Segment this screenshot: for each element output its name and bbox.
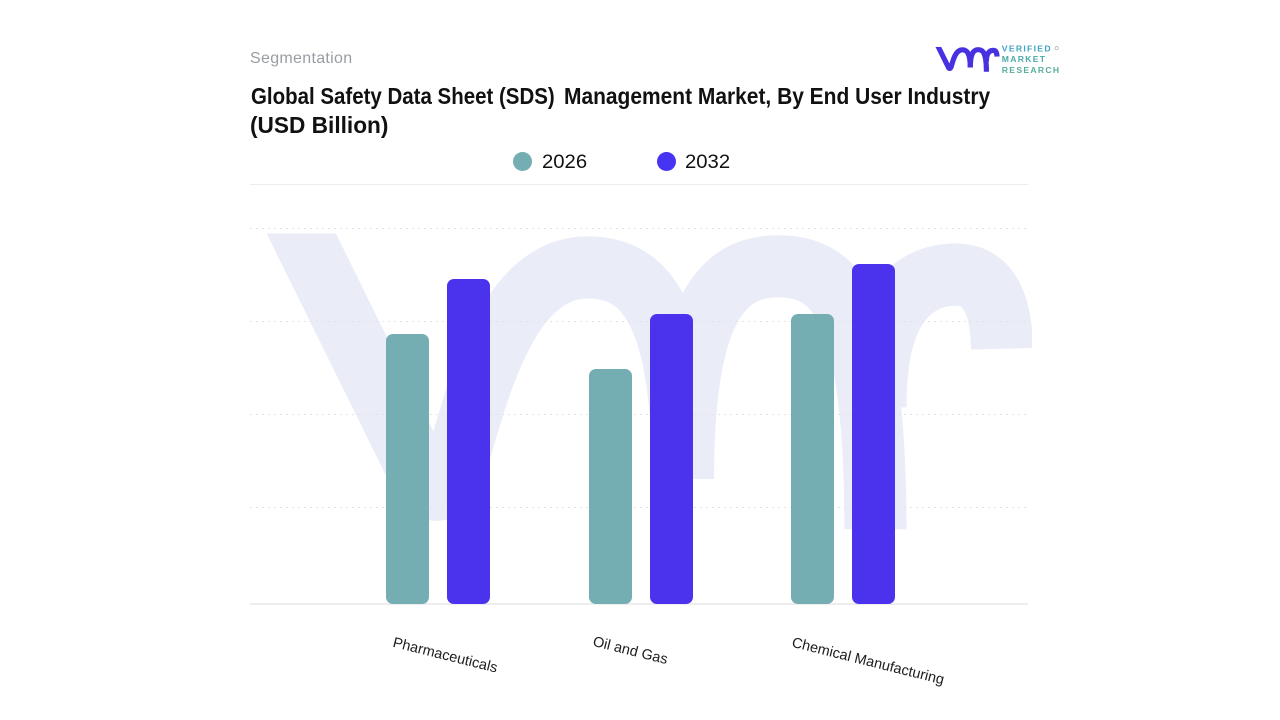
svg-text:RESEARCH: RESEARCH	[1002, 65, 1061, 75]
svg-text:MARKET: MARKET	[1002, 54, 1047, 64]
svg-text:VERIFIED: VERIFIED	[1002, 43, 1052, 53]
